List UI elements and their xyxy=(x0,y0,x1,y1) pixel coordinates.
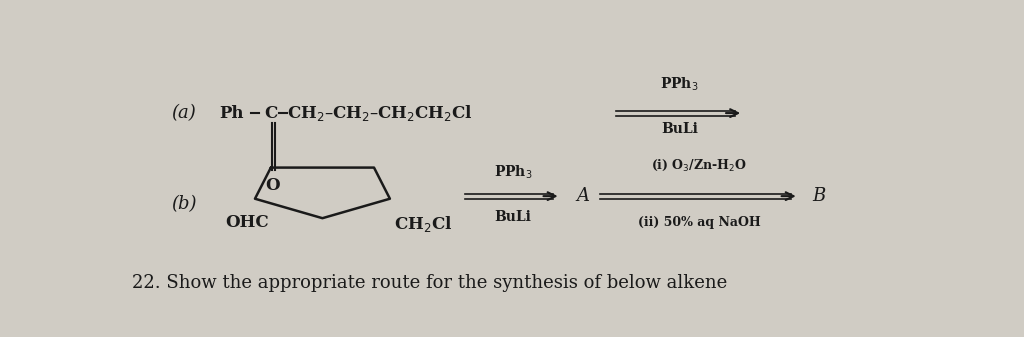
Text: CH$_2$–CH$_2$–CH$_2$CH$_2$Cl: CH$_2$–CH$_2$–CH$_2$CH$_2$Cl xyxy=(287,103,473,123)
Text: PPh$_3$: PPh$_3$ xyxy=(660,76,698,93)
Text: (i) O$_3$/Zn-H$_2$O: (i) O$_3$/Zn-H$_2$O xyxy=(651,157,748,173)
Text: (a): (a) xyxy=(172,104,197,122)
Text: OHC: OHC xyxy=(225,214,269,231)
Text: PPh$_3$: PPh$_3$ xyxy=(494,164,532,182)
Text: BuLi: BuLi xyxy=(662,122,698,136)
Text: A: A xyxy=(577,187,590,205)
Text: Ph: Ph xyxy=(219,104,244,122)
Text: 22. Show the appropriate route for the synthesis of below alkene: 22. Show the appropriate route for the s… xyxy=(132,274,727,292)
Text: O: O xyxy=(265,177,281,194)
Text: BuLi: BuLi xyxy=(495,210,531,224)
Text: CH$_2$Cl: CH$_2$Cl xyxy=(394,214,453,234)
Text: (b): (b) xyxy=(172,195,198,213)
Text: C: C xyxy=(264,104,278,122)
Text: B: B xyxy=(812,187,825,205)
Text: (ii) 50% aq NaOH: (ii) 50% aq NaOH xyxy=(638,216,761,228)
